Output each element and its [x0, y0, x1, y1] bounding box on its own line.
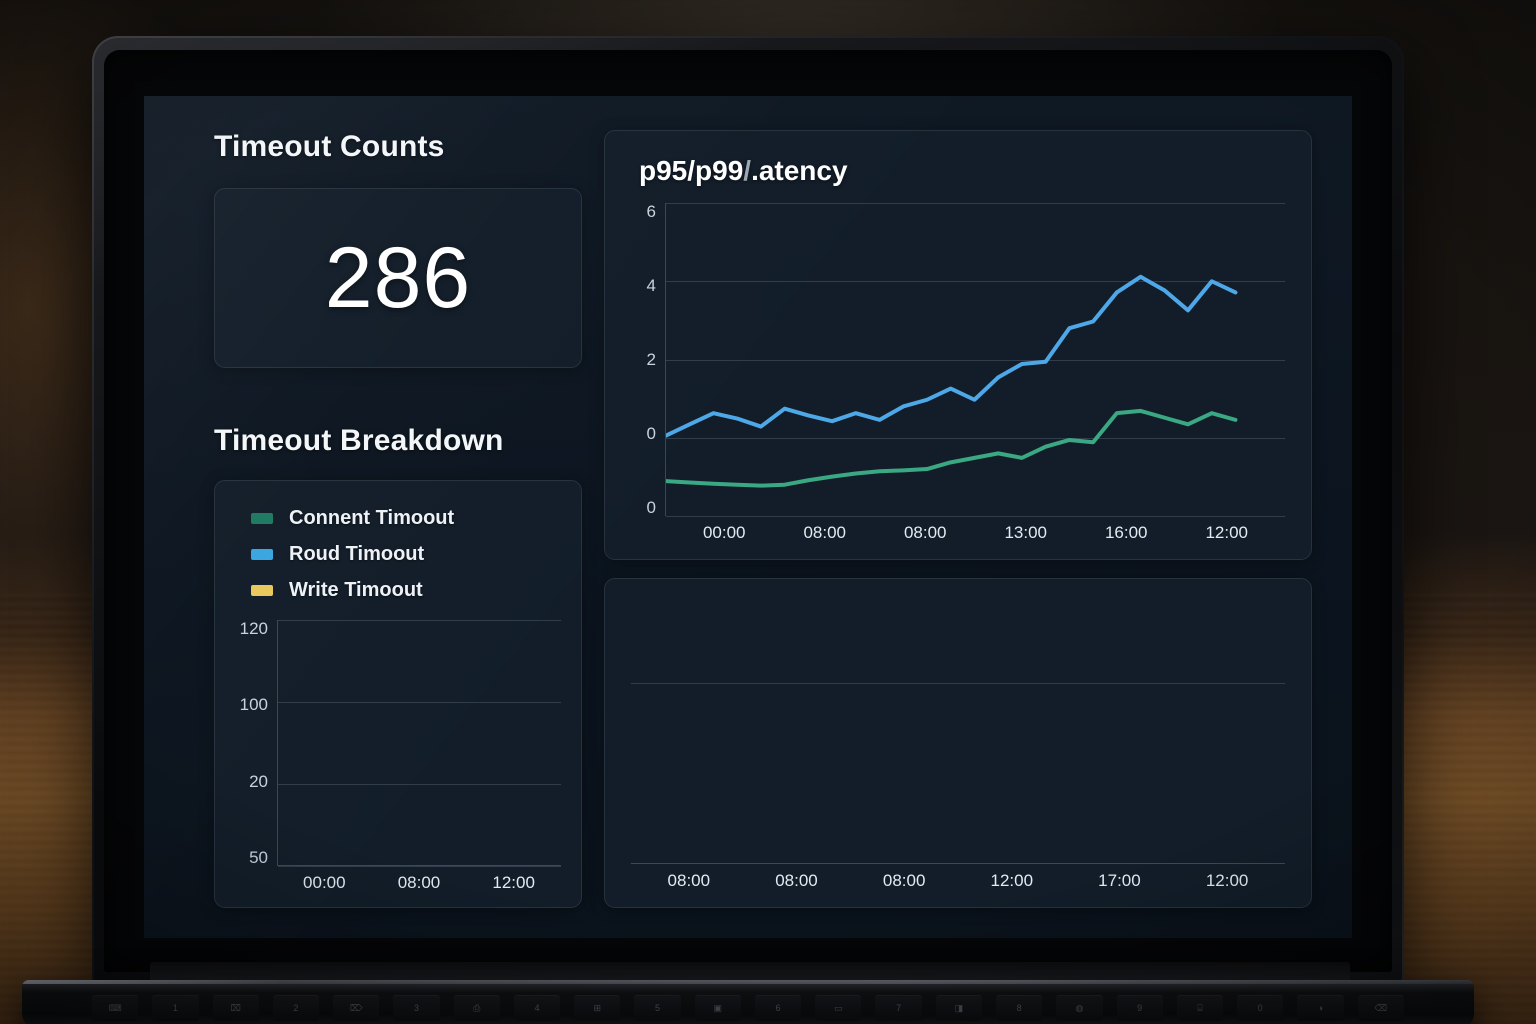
laptop-base: ⌨ 1 ⌧ 2 ⌦ 3 ⎙ 4 ⊞ 5 ▣ 6 ▭ 7 ◨ 8 ◍ 9 ⌸ 0 ◑ ⌫	[22, 980, 1474, 1024]
timeout-stacked-bar-card[interactable]: 08:00 08:00 08:00 12:00 17:00 12:00	[604, 578, 1312, 908]
latency-chart-title: p95/p99/.atency	[639, 155, 1285, 187]
legend-item-read[interactable]: Roud Timoout	[251, 543, 561, 566]
stacked-bar-chart[interactable]	[631, 605, 1285, 864]
legend-item-write[interactable]: Write Timoout	[251, 579, 561, 602]
stacked-bar-bars	[641, 605, 1275, 863]
mini-chart-plot-area	[277, 620, 561, 867]
breakdown-title: Timeout Breakdown	[214, 424, 504, 457]
y-axis-tick: 120	[239, 619, 268, 638]
gridline	[666, 516, 1285, 517]
keyboard-row[interactable]: ⌨ 1 ⌧ 2 ⌦ 3 ⎙ 4 ⊞ 5 ▣ 6 ▭ 7 ◨ 8 ◍ 9 ⌸ 0 ◑ ⌫	[92, 992, 1404, 1024]
stacked-bar-x-axis: 08:00 08:00 08:00 12:00 17:00 12:00	[631, 864, 1285, 891]
keyboard-key[interactable]: 3	[393, 995, 440, 1021]
mini-chart-y-axis: 120 100 20 50	[231, 620, 277, 866]
y-axis-tick: 4	[646, 276, 656, 295]
keyboard-key[interactable]: ⌫	[1357, 995, 1404, 1021]
latency-title-separator: /	[743, 155, 752, 186]
keyboard-key[interactable]: ⊞	[574, 995, 621, 1021]
timeout-counts-card[interactable]: 286	[214, 188, 582, 368]
y-axis-tick: 2	[646, 350, 656, 369]
legend-label: Connent Timoout	[289, 507, 455, 529]
y-axis-tick: 0	[646, 424, 656, 443]
x-axis-tick: 13:00	[1004, 523, 1048, 542]
latency-title-main: p95/p99	[639, 155, 744, 186]
x-axis-tick: 12:00	[1205, 871, 1249, 890]
x-axis-tick: 08:00	[667, 871, 711, 890]
legend-label: Write Timoout	[289, 579, 423, 601]
breakdown-legend: Connent Timoout Roud Timoout Write Timoo…	[231, 507, 561, 602]
latency-chart-lines	[666, 203, 1285, 516]
x-axis-tick: 08:00	[882, 871, 926, 890]
keyboard-key[interactable]: 9	[1116, 995, 1163, 1021]
x-axis-tick: 00:00	[303, 873, 346, 892]
mini-chart-baseline	[278, 865, 561, 866]
stacked-bar-plot-area	[631, 605, 1285, 864]
latency-chart-plot-area	[665, 203, 1285, 517]
y-axis-tick: 50	[249, 847, 268, 867]
keyboard-key[interactable]: ◑	[1297, 995, 1344, 1021]
y-axis-tick: 100	[239, 695, 268, 715]
y-axis-tick: 6	[646, 202, 656, 221]
mini-bar-chart[interactable]: 120 100 20 50	[231, 620, 561, 867]
laptop-device: Timeout Counts 286 Timeout Breakdown Con…	[92, 36, 1404, 984]
latency-title-rest: .atency	[751, 155, 848, 186]
mini-chart-bars	[278, 620, 555, 865]
x-axis-tick: 08:00	[775, 871, 818, 890]
legend-swatch-icon	[251, 585, 273, 596]
left-column: Timeout Counts 286 Timeout Breakdown Con…	[214, 130, 582, 908]
laptop-hinge	[150, 962, 1350, 982]
keyboard-key[interactable]: ⌦	[333, 995, 380, 1021]
keyboard-key[interactable]: 1	[152, 995, 199, 1021]
latency-line-chart[interactable]: 6 4 2 0 0	[625, 203, 1285, 517]
x-axis-tick: 12:00	[492, 873, 535, 892]
keyboard-key[interactable]: ⌨	[92, 995, 139, 1021]
keyboard-key[interactable]: 5	[634, 995, 681, 1021]
x-axis-tick: 08:00	[803, 523, 847, 542]
latency-chart-y-axis: 6 4 2 0 0	[625, 203, 665, 516]
laptop-lid: Timeout Counts 286 Timeout Breakdown Con…	[92, 36, 1404, 984]
keyboard-key[interactable]: 2	[272, 995, 320, 1021]
keyboard-key[interactable]: 8	[995, 995, 1043, 1021]
x-axis-tick: 08:00	[397, 873, 441, 892]
legend-item-connect[interactable]: Connent Timoout	[251, 507, 561, 530]
x-axis-tick: 16:00	[1104, 523, 1148, 542]
x-axis-tick: 12:00	[990, 871, 1034, 890]
legend-swatch-icon	[251, 549, 273, 560]
keyboard-key[interactable]: ▭	[815, 995, 862, 1021]
screen-bezel: Timeout Counts 286 Timeout Breakdown Con…	[104, 50, 1392, 972]
legend-label: Roud Timoout	[289, 543, 425, 565]
keyboard-key[interactable]: ▣	[694, 995, 741, 1021]
latency-chart-x-axis: 00:00 08:00 08:00 13:00 16:00 12:00	[625, 516, 1285, 543]
keyboard-key[interactable]: 0	[1237, 995, 1284, 1021]
stacked-bar-baseline	[631, 863, 1285, 864]
x-axis-tick: 17:00	[1098, 871, 1141, 890]
keyboard-key[interactable]: ◨	[935, 995, 982, 1021]
timeout-count-value: 286	[324, 230, 472, 326]
keyboard-key[interactable]: ⌸	[1176, 995, 1224, 1021]
dashboard: Timeout Counts 286 Timeout Breakdown Con…	[144, 96, 1352, 938]
keyboard-key[interactable]: ⎙	[453, 995, 500, 1021]
laptop-base-lip	[22, 980, 1474, 984]
x-axis-tick: 08:00	[903, 523, 947, 542]
timeout-breakdown-card[interactable]: Connent Timoout Roud Timoout Write Timoo…	[214, 480, 582, 908]
mini-chart-x-axis: 00:00 08:00 12:00	[231, 866, 561, 893]
keyboard-key[interactable]: 4	[513, 995, 561, 1021]
legend-swatch-icon	[251, 513, 273, 524]
keyboard-key[interactable]: 6	[754, 995, 802, 1021]
x-axis-tick: 12:00	[1205, 523, 1249, 542]
keyboard-key[interactable]: ◍	[1056, 995, 1103, 1021]
laptop-screen: Timeout Counts 286 Timeout Breakdown Con…	[144, 96, 1352, 938]
y-axis-tick: 20	[249, 771, 268, 791]
keyboard-key[interactable]: ⌧	[212, 995, 259, 1021]
y-axis-tick: 0	[646, 498, 656, 517]
page-title: Timeout Counts	[214, 130, 445, 163]
x-axis-tick: 00:00	[702, 523, 746, 542]
keyboard-key[interactable]: 7	[875, 995, 922, 1021]
gridline	[278, 866, 561, 867]
